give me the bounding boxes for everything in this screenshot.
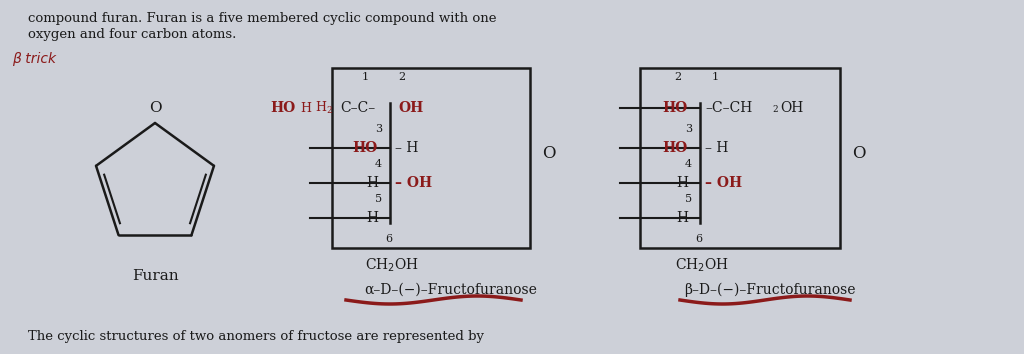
- Text: compound furan. Furan is a five membered cyclic compound with one: compound furan. Furan is a five membered…: [28, 12, 497, 25]
- Text: $\mathregular{H_2}$: $\mathregular{H_2}$: [315, 100, 333, 116]
- Text: – OH: – OH: [705, 176, 742, 190]
- Text: oxygen and four carbon atoms.: oxygen and four carbon atoms.: [28, 28, 237, 41]
- Text: β–D–(−)–Fructofuranose: β–D–(−)–Fructofuranose: [684, 283, 856, 297]
- Text: – H: – H: [705, 141, 728, 155]
- Text: 1: 1: [712, 72, 719, 82]
- Text: HO: HO: [663, 141, 688, 155]
- Text: 2: 2: [398, 72, 406, 82]
- Text: 1: 1: [361, 72, 369, 82]
- Text: 5: 5: [375, 194, 382, 204]
- Text: – H: – H: [395, 141, 419, 155]
- Text: O: O: [542, 144, 555, 161]
- Text: CH$_2$OH: CH$_2$OH: [365, 256, 419, 274]
- Text: 4: 4: [375, 159, 382, 169]
- Text: 6: 6: [385, 234, 392, 244]
- Text: HO: HO: [352, 141, 378, 155]
- Text: H: H: [366, 211, 378, 225]
- Text: 3: 3: [375, 124, 382, 134]
- Text: H: H: [676, 211, 688, 225]
- Text: H: H: [676, 176, 688, 190]
- Bar: [640, 68, 840, 248]
- Text: H: H: [366, 176, 378, 190]
- Text: 3: 3: [685, 124, 692, 134]
- Text: Furan: Furan: [132, 269, 178, 283]
- Text: 5: 5: [685, 194, 692, 204]
- Bar: [332, 68, 530, 248]
- Text: –C–CH: –C–CH: [705, 101, 753, 115]
- Text: 2: 2: [675, 72, 682, 82]
- Text: 6: 6: [695, 234, 702, 244]
- Text: H: H: [300, 102, 311, 114]
- Text: C–C–: C–C–: [340, 101, 375, 115]
- Text: β trick: β trick: [12, 52, 56, 66]
- Text: OH: OH: [398, 101, 423, 115]
- Text: α–D–(−)–Fructofuranose: α–D–(−)–Fructofuranose: [365, 283, 538, 297]
- Text: O: O: [148, 101, 162, 115]
- Text: HO: HO: [663, 101, 688, 115]
- Text: $\mathregular{_2}$: $\mathregular{_2}$: [772, 102, 779, 114]
- Text: – OH: – OH: [395, 176, 432, 190]
- Text: HO: HO: [270, 101, 295, 115]
- Text: The cyclic structures of two anomers of fructose are represented by: The cyclic structures of two anomers of …: [28, 330, 484, 343]
- Text: CH$_2$OH: CH$_2$OH: [675, 256, 729, 274]
- Text: O: O: [852, 144, 865, 161]
- Text: 4: 4: [685, 159, 692, 169]
- Text: OH: OH: [780, 101, 803, 115]
